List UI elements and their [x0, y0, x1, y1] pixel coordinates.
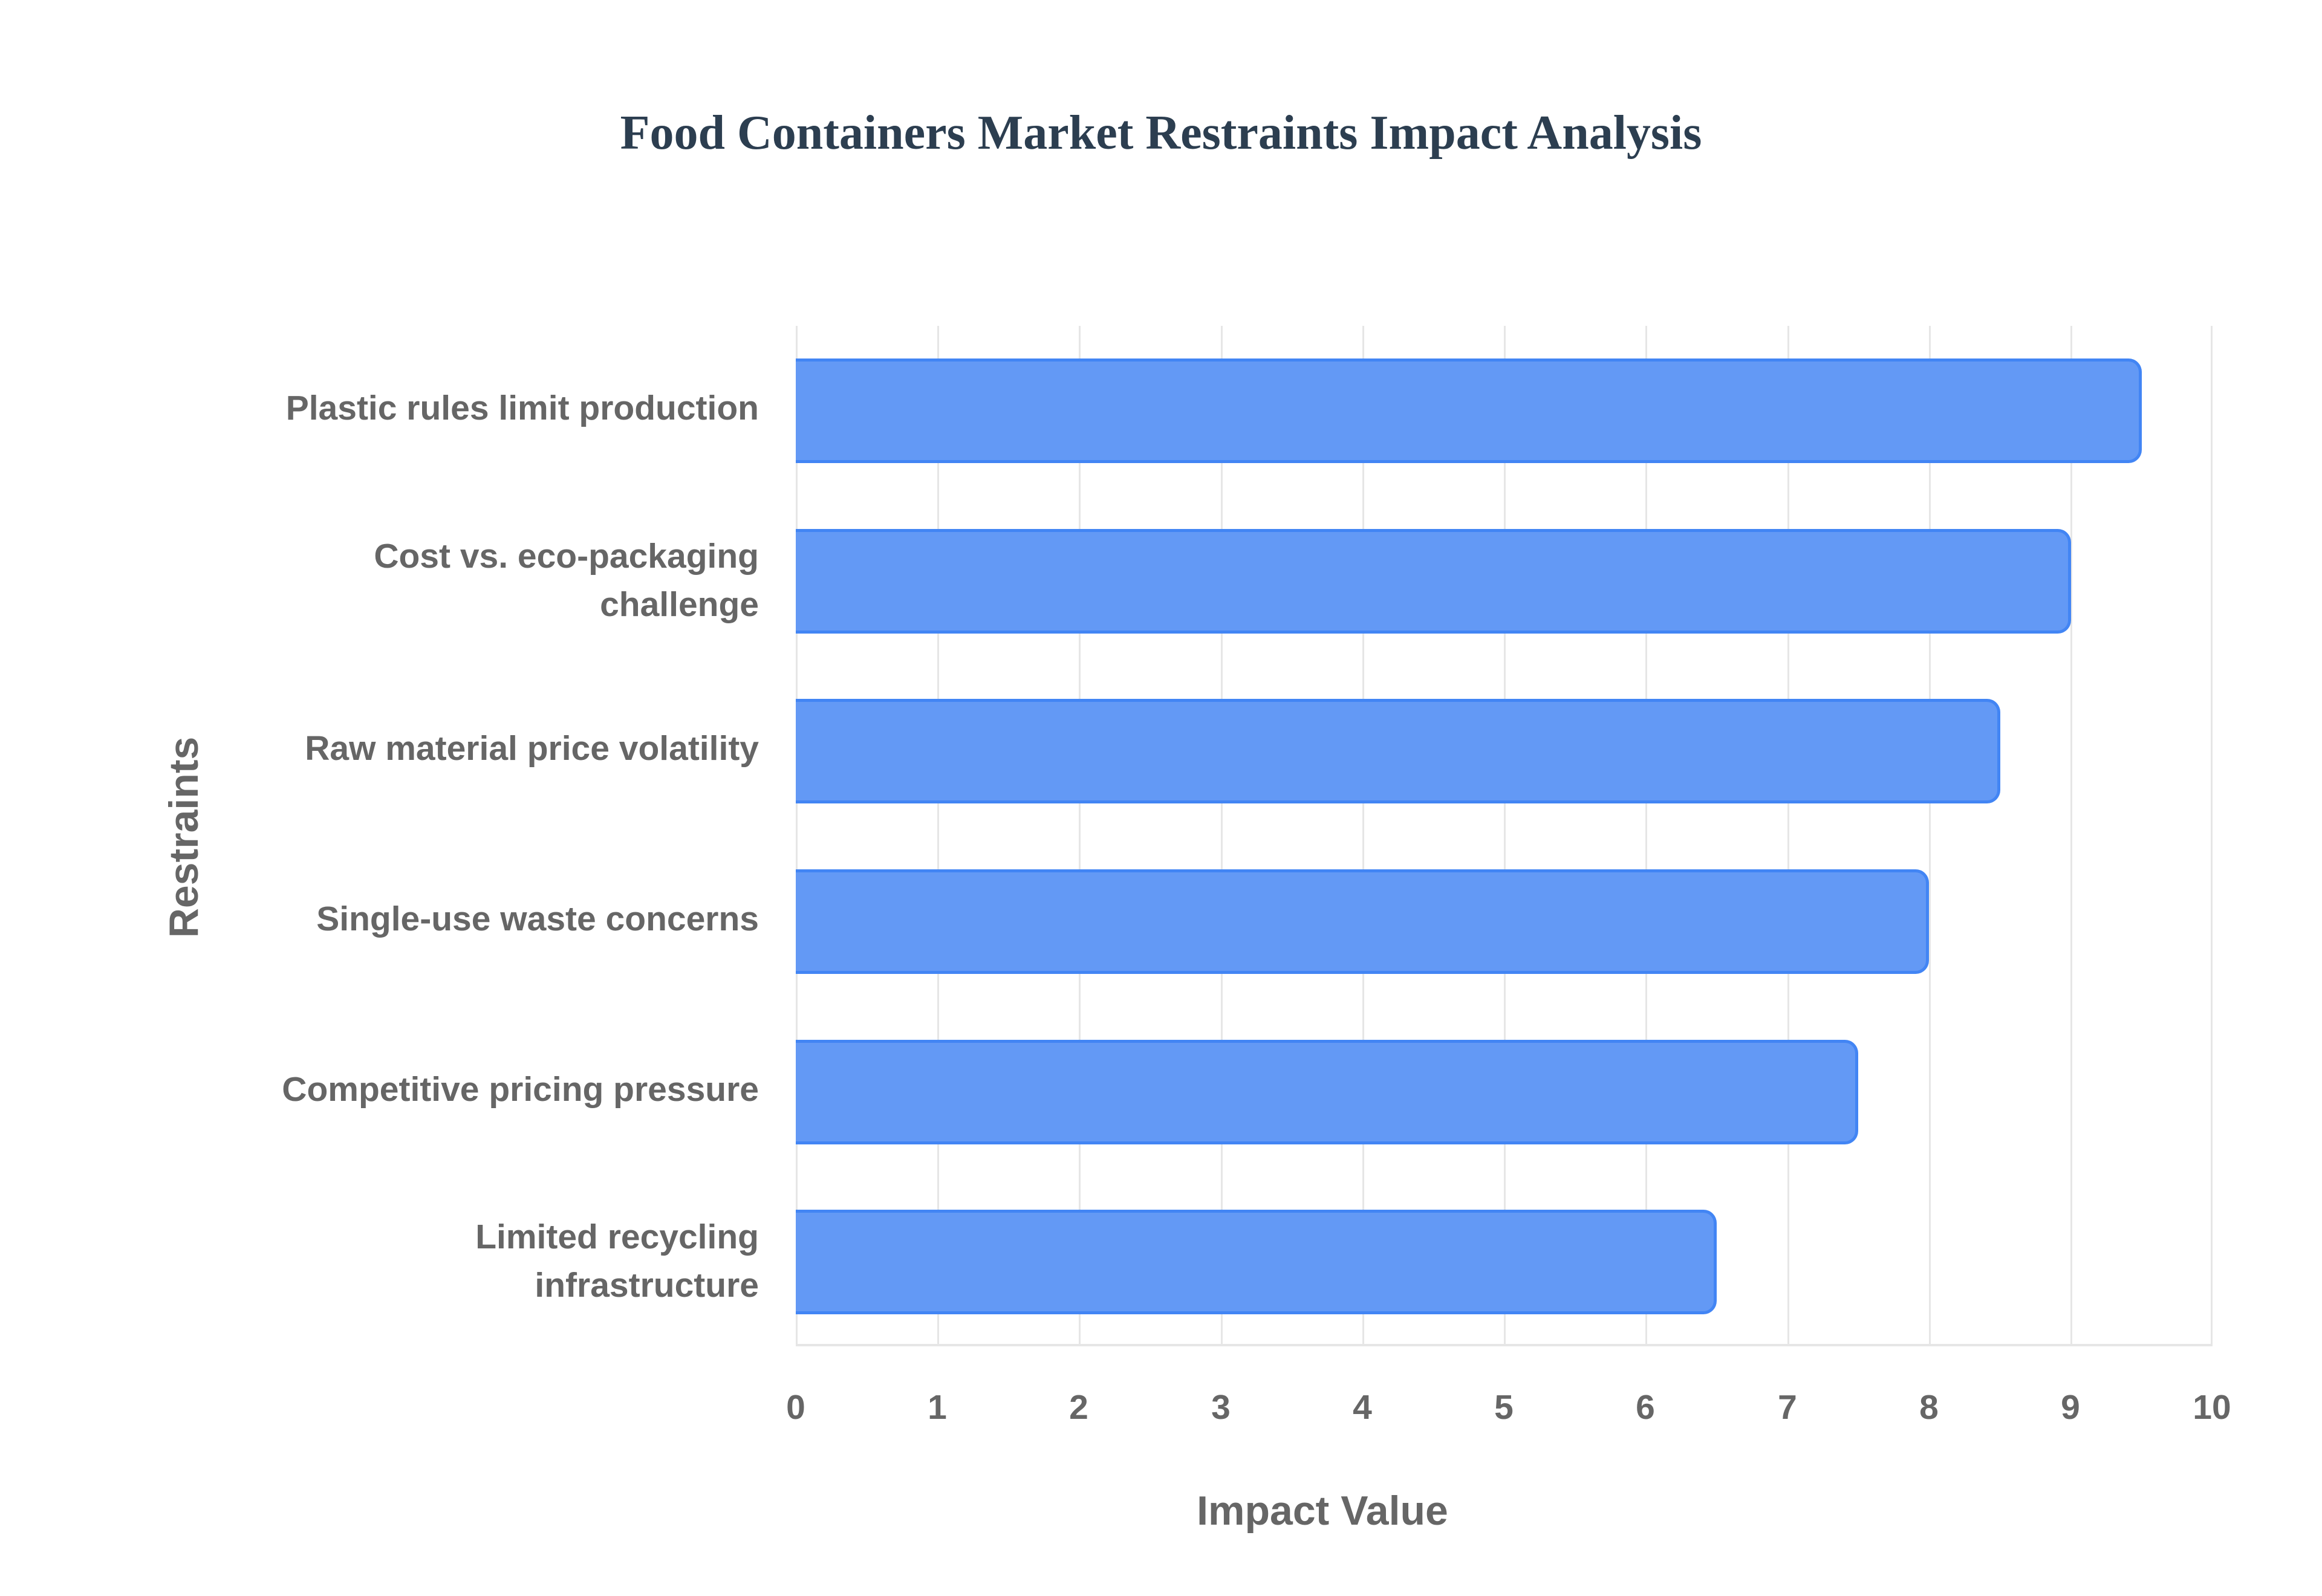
- bar-plastic-rules[interactable]: [796, 358, 2142, 463]
- chart-title: Food Containers Market Restraints Impact…: [620, 106, 1702, 160]
- x-tick-label: 8: [1919, 1388, 1939, 1427]
- bar-raw-material[interactable]: [796, 699, 2000, 803]
- category-label: Raw material price volatility: [215, 724, 759, 773]
- gridline-1: [937, 326, 939, 1346]
- gridline-5: [1504, 326, 1506, 1346]
- y-axis-title: Restraints: [161, 736, 207, 938]
- category-label-text: Competitive pricing pressure: [282, 1070, 759, 1109]
- category-label-text: Single-use waste concerns: [316, 900, 759, 938]
- category-label: Plastic rules limit production: [215, 384, 759, 432]
- x-tick-label: 6: [1636, 1388, 1655, 1427]
- category-label-text: Cost vs. eco-packaging: [374, 537, 759, 576]
- x-tick-label: 2: [1069, 1388, 1088, 1427]
- bar-limited-recycling[interactable]: [796, 1210, 1717, 1314]
- category-label-text: infrastructure: [535, 1266, 759, 1305]
- category-label-text: Plastic rules limit production: [285, 389, 759, 427]
- gridline-10: [2211, 326, 2213, 1346]
- x-tick-label: 4: [1353, 1388, 1372, 1427]
- gridline-3: [1221, 326, 1223, 1346]
- x-tick-label: 0: [786, 1388, 805, 1427]
- category-label: Limited recycling infrastructure: [215, 1213, 759, 1309]
- x-tick-label: 10: [2193, 1388, 2231, 1427]
- x-tick-label: 7: [1778, 1388, 1797, 1427]
- gridline-8: [1929, 326, 1931, 1346]
- x-tick-label: 5: [1494, 1388, 1514, 1427]
- x-tick-label: 1: [928, 1388, 947, 1427]
- x-axis-line: [796, 1344, 2213, 1346]
- x-axis-title: Impact Value: [1197, 1488, 1448, 1534]
- category-label: Competitive pricing pressure: [215, 1065, 759, 1114]
- bar-cost-vs-eco[interactable]: [796, 529, 2071, 634]
- category-label-text: challenge: [600, 585, 759, 624]
- category-label: Cost vs. eco-packaging challenge: [215, 532, 759, 629]
- x-tick-label: 9: [2061, 1388, 2080, 1427]
- category-label-text: Limited recycling: [475, 1218, 759, 1256]
- gridline-4: [1362, 326, 1364, 1346]
- gridline-0: [796, 326, 798, 1346]
- x-tick-label: 3: [1211, 1388, 1231, 1427]
- bar-competitive-pricing[interactable]: [796, 1040, 1858, 1144]
- category-label-text: Raw material price volatility: [305, 729, 759, 768]
- gridline-9: [2070, 326, 2072, 1346]
- gridline-7: [1787, 326, 1789, 1346]
- gridline-2: [1079, 326, 1081, 1346]
- gridline-6: [1645, 326, 1647, 1346]
- bar-single-use[interactable]: [796, 869, 1929, 974]
- plot-area: [796, 326, 2213, 1346]
- category-label: Single-use waste concerns: [215, 895, 759, 943]
